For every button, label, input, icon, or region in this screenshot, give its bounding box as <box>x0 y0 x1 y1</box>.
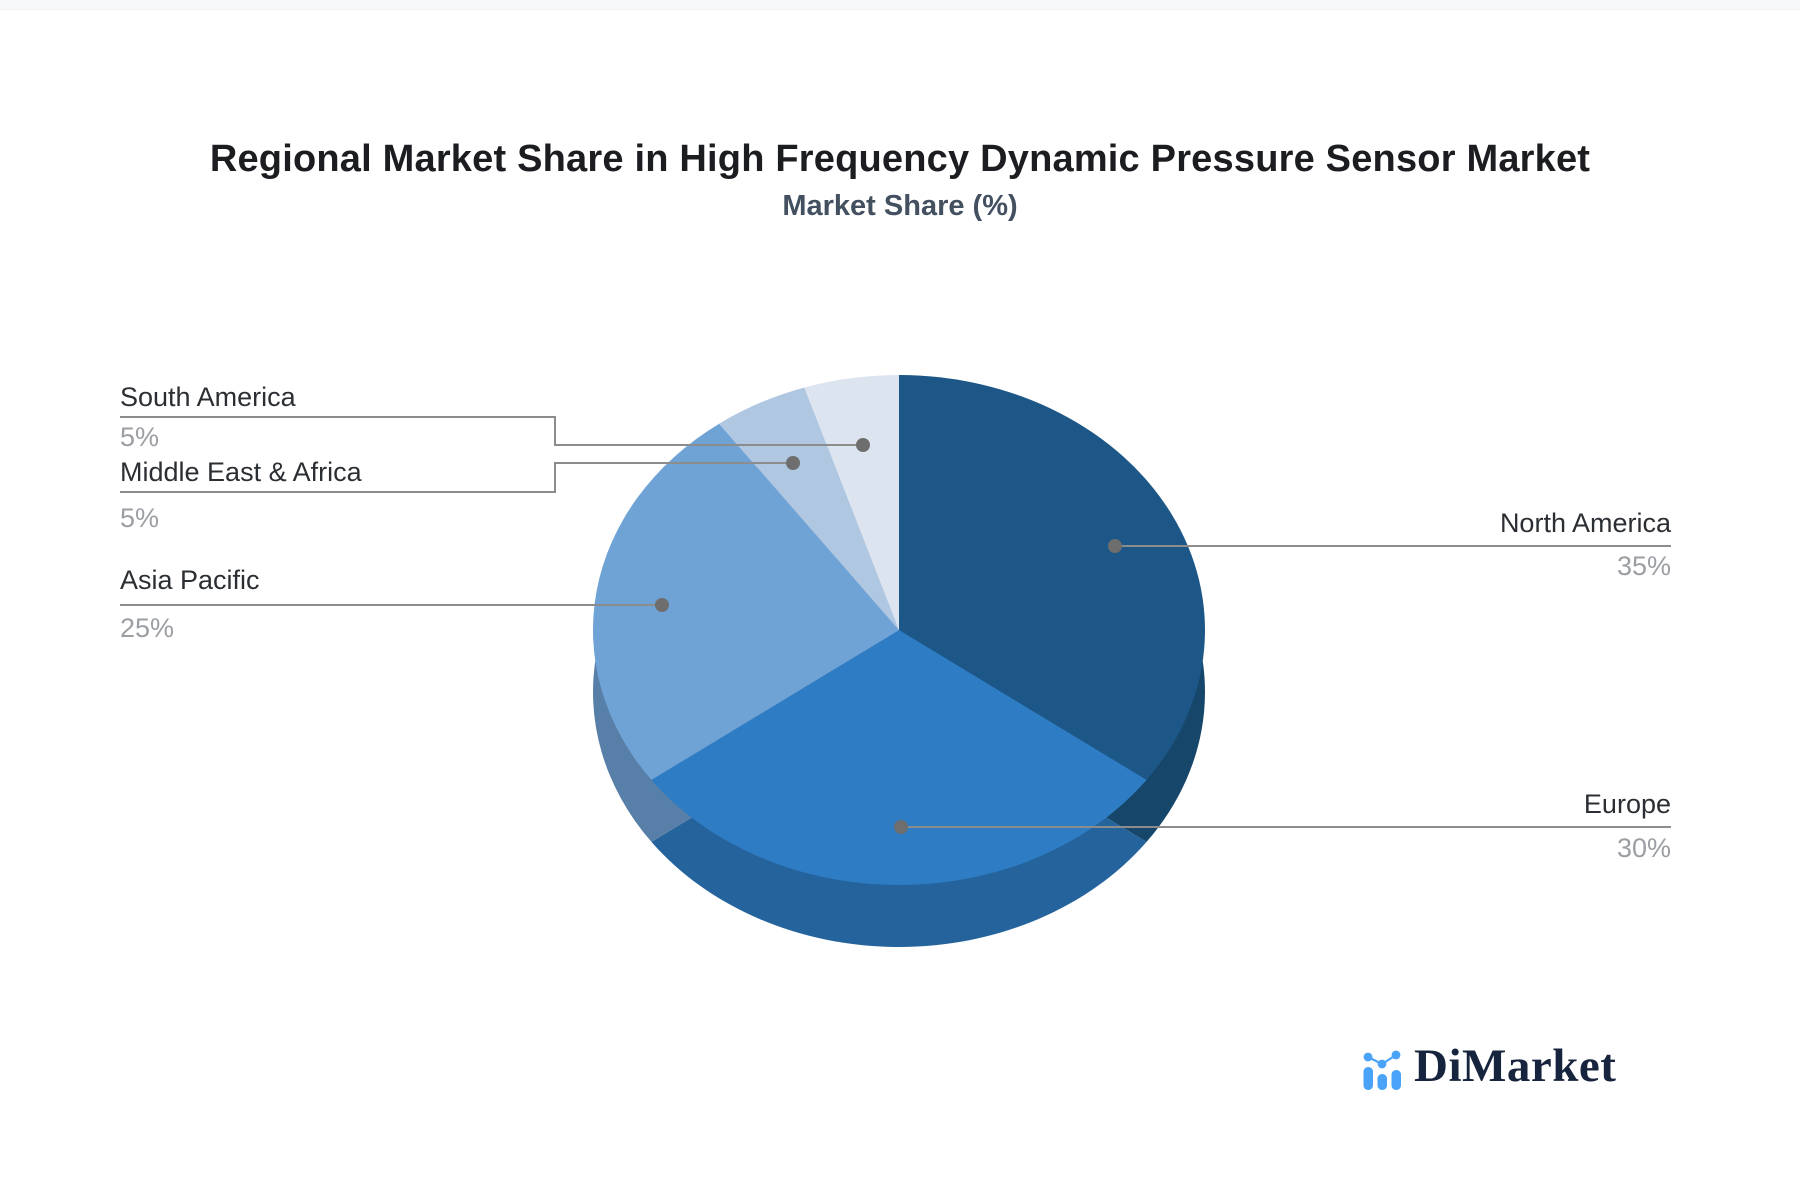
pie-slice-middle-east-africa[interactable] <box>719 387 899 630</box>
top-strip <box>0 0 1800 10</box>
callout-value-north-america: 35% <box>1616 551 1671 581</box>
chart-subtitle: Market Share (%) <box>782 190 1018 222</box>
callout-label-middle-east-africa: Middle East & Africa <box>120 457 362 487</box>
pie-slice-europe[interactable] <box>651 630 1147 885</box>
callout-label-north-america: North America <box>1499 508 1671 538</box>
callout-value-europe: 30% <box>1616 833 1671 863</box>
callout-value-asia-pacific: 25% <box>120 613 175 643</box>
dimarket-logo-icon <box>1363 1050 1401 1090</box>
brand-logo-text: DiMarket <box>1414 1040 1617 1092</box>
pie-slice-asia-pacific[interactable] <box>592 423 899 780</box>
callout-label-europe: Europe <box>1583 789 1671 819</box>
pie-slice-north-america[interactable] <box>899 375 1205 780</box>
callout-label-south-america: South America <box>120 382 296 412</box>
brand-logo: DiMarket <box>1362 1038 1616 1090</box>
callout-value-south-america: 5% <box>120 422 160 452</box>
callout-value-middle-east-africa: 5% <box>120 503 160 533</box>
chart-title: Regional Market Share in High Frequency … <box>209 138 1591 180</box>
callout-label-asia-pacific: Asia Pacific <box>120 565 260 595</box>
